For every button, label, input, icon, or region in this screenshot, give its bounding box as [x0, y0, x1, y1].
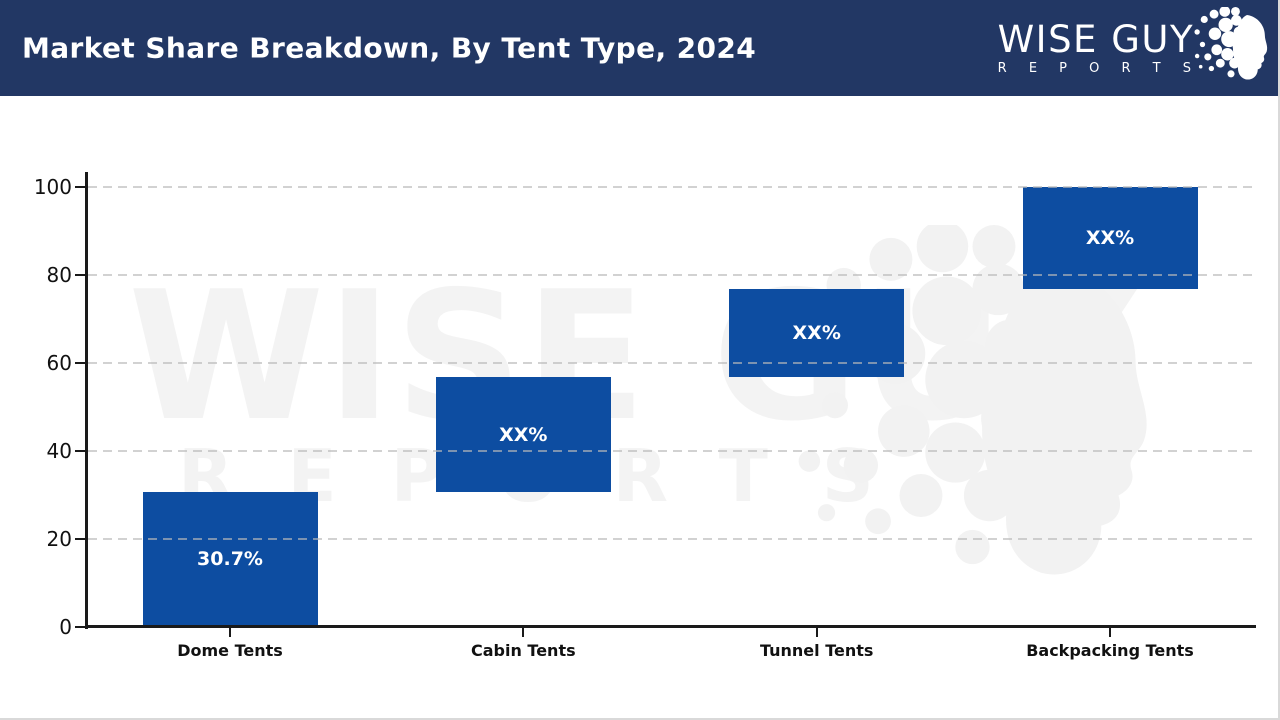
y-tick-label-60: 60: [46, 351, 72, 375]
bar-value-label: XX%: [1085, 227, 1135, 250]
x-tick-2: [815, 628, 818, 637]
gridline-y-80: [88, 274, 1256, 276]
y-tick-0: [75, 626, 86, 628]
logo-face: [1190, 7, 1272, 89]
x-category-label: Dome Tents: [177, 641, 283, 660]
y-tick-label-0: 0: [59, 615, 72, 639]
y-tick-40: [75, 450, 86, 452]
face-dots-icon: [1194, 7, 1268, 80]
bar-value-label: 30.7%: [197, 548, 263, 571]
gridline-y-60: [88, 362, 1256, 364]
gridline-y-100: [88, 186, 1256, 188]
bar-value-label: XX%: [792, 322, 841, 345]
face-dots-icon: [796, 225, 1147, 575]
x-tick-1: [522, 628, 525, 637]
gridline-y-40: [88, 450, 1256, 452]
y-tick-60: [75, 362, 86, 364]
y-tick-label-80: 80: [46, 263, 72, 287]
y-tick-label-100: 100: [33, 175, 72, 199]
bar-backpacking-tents: [1022, 187, 1198, 290]
logo-wiseguy-text: WISE GUY: [997, 17, 1195, 61]
gridline-y-20: [88, 538, 1256, 540]
bar-value-label: XX%: [499, 423, 548, 446]
y-tick-100: [75, 186, 86, 188]
logo-text: WISE GUY R E P O R T S: [992, 21, 1200, 76]
x-axis-line: [85, 625, 1256, 628]
header-banner: Market Share Breakdown, By Tent Type, 20…: [0, 0, 1278, 96]
x-category-label: Tunnel Tents: [759, 641, 874, 660]
x-tick-0: [229, 628, 231, 637]
y-axis-spine: [85, 172, 88, 629]
x-category-label: Cabin Tents: [470, 641, 576, 660]
bar-cabin-tents: [435, 377, 611, 492]
logo-reports-text: R E P O R T S: [997, 60, 1200, 76]
chart-title: Market Share Breakdown, By Tent Type, 20…: [22, 31, 757, 65]
wise-guy-reports-logo: WISE GUY R E P O R T S: [992, 7, 1272, 89]
y-tick-label-20: 20: [46, 527, 72, 551]
watermark-face-logo: [775, 225, 1170, 620]
y-tick-20: [75, 538, 86, 540]
y-tick-80: [75, 274, 86, 276]
x-tick-3: [1109, 628, 1111, 637]
y-tick-label-40: 40: [46, 439, 72, 463]
x-category-label: Backpacking Tents: [1026, 641, 1194, 660]
bar-dome-tents: [142, 491, 318, 627]
